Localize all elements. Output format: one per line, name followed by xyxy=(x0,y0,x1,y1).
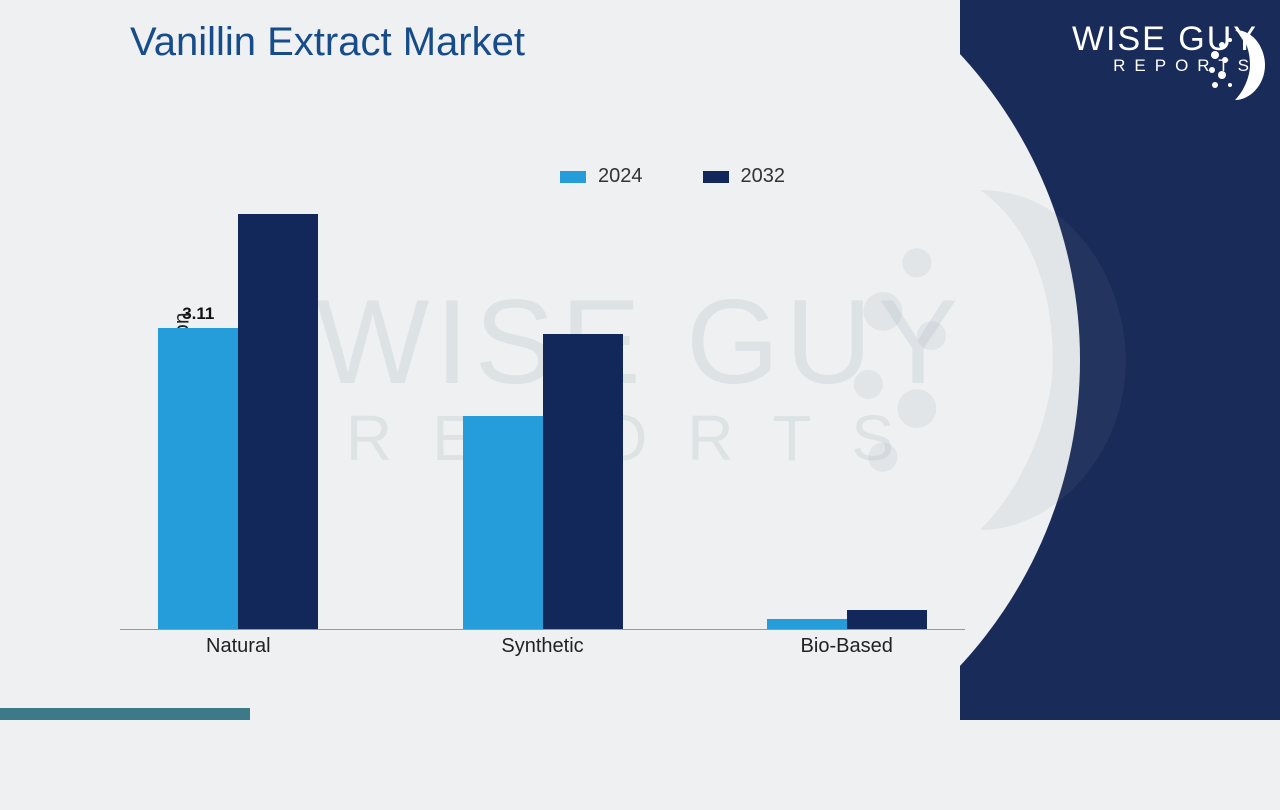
brand-main-text: WISE GUY xyxy=(1072,20,1258,59)
bar xyxy=(158,328,238,629)
bar xyxy=(847,610,927,629)
bar-group xyxy=(158,214,318,630)
footer-accent-bar xyxy=(0,708,250,720)
bar xyxy=(463,416,543,629)
x-axis-label: Bio-Based xyxy=(801,635,893,658)
chart-area: Market Size in USD Billion 3.11 NaturalS… xyxy=(95,200,965,670)
legend: 2024 2032 xyxy=(560,165,785,188)
bar-group xyxy=(463,334,623,629)
brand-logo: WISE GUY REPORTS xyxy=(1072,20,1258,76)
bar xyxy=(543,334,623,629)
bar-group xyxy=(767,610,927,629)
legend-label: 2024 xyxy=(598,165,643,188)
chart-title: Vanillin Extract Market xyxy=(130,20,525,65)
legend-swatch xyxy=(560,171,586,183)
bar xyxy=(238,214,318,630)
legend-swatch xyxy=(703,171,729,183)
legend-item: 2032 xyxy=(703,165,786,188)
legend-label: 2032 xyxy=(741,165,786,188)
x-axis-label: Natural xyxy=(206,635,270,658)
brand-sub-text: REPORTS xyxy=(1072,56,1258,76)
plot-region: 3.11 xyxy=(120,200,965,630)
bar xyxy=(767,619,847,629)
bar-value-label: 3.11 xyxy=(182,304,214,324)
x-axis-label: Synthetic xyxy=(501,635,583,658)
x-axis-labels: Natural Synthetic Bio-Based xyxy=(120,635,965,665)
legend-item: 2024 xyxy=(560,165,643,188)
